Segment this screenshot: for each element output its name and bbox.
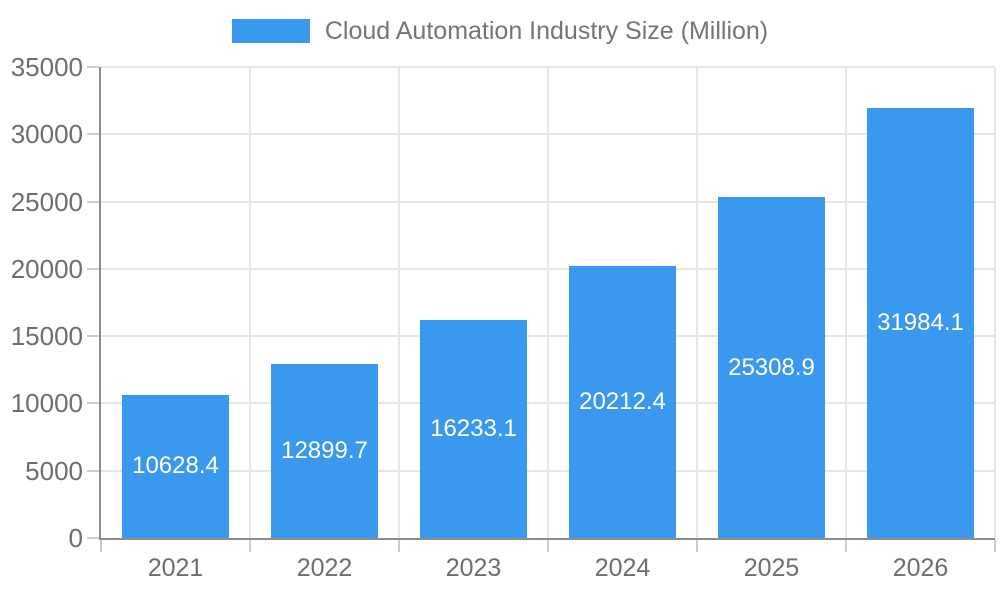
y-axis-tick — [87, 402, 99, 405]
y-gridline — [101, 267, 995, 270]
y-axis-tick — [87, 537, 99, 539]
y-axis-label: 0 — [68, 523, 83, 553]
bar-value-label: 16233.1 — [430, 414, 517, 442]
y-axis-label: 5000 — [25, 455, 83, 486]
x-axis-label-2024: 2024 — [594, 554, 651, 582]
x-axis-tick — [547, 540, 549, 552]
y-gridline — [101, 133, 995, 136]
x-axis-label-2023: 2023 — [445, 554, 502, 582]
x-axis-tick — [249, 540, 251, 552]
y-axis-tick — [87, 133, 99, 136]
y-gridline — [101, 402, 995, 405]
x-axis-tick — [398, 540, 400, 552]
bar-2022[interactable]: 12899.7 — [271, 364, 378, 538]
y-axis-tick — [87, 335, 99, 338]
y-gridline — [101, 200, 995, 203]
y-gridline — [101, 335, 995, 338]
y-axis-line — [99, 67, 101, 540]
bar-value-label: 12899.7 — [281, 437, 368, 465]
x-axis-label-2021: 2021 — [147, 554, 204, 582]
x-axis-tick — [696, 540, 698, 552]
y-axis-label: 30000 — [10, 119, 83, 150]
y-gridline — [101, 469, 995, 472]
bar-value-label: 10628.4 — [132, 452, 219, 480]
bar-2024[interactable]: 20212.4 — [569, 266, 676, 538]
bar-2026[interactable]: 31984.1 — [867, 107, 974, 538]
x-axis-line — [99, 538, 995, 540]
x-axis-tick — [100, 540, 102, 552]
y-axis-label: 10000 — [10, 388, 83, 419]
x-axis-tick — [994, 540, 996, 552]
x-gridline — [547, 67, 549, 538]
x-axis-label-2025: 2025 — [743, 554, 800, 582]
y-axis-tick — [87, 469, 99, 472]
bar-value-label: 31984.1 — [877, 308, 964, 336]
legend-label: Cloud Automation Industry Size (Million) — [324, 16, 769, 45]
x-gridline — [994, 67, 996, 538]
x-axis-label-2022: 2022 — [296, 554, 353, 582]
x-gridline — [398, 67, 400, 538]
legend[interactable]: Cloud Automation Industry Size (Million) — [0, 16, 1000, 46]
y-gridline — [101, 66, 995, 68]
y-axis-label: 15000 — [10, 321, 83, 352]
bar-2025[interactable]: 25308.9 — [718, 197, 825, 538]
x-axis-tick — [845, 540, 847, 552]
x-gridline — [845, 67, 847, 538]
x-gridline — [249, 67, 251, 538]
x-axis-label-2026: 2026 — [892, 554, 949, 582]
y-axis-label: 35000 — [10, 52, 83, 82]
bar-2021[interactable]: 10628.4 — [122, 394, 229, 538]
x-gridline — [696, 67, 698, 538]
y-axis-label: 20000 — [10, 253, 83, 284]
y-axis-label: 25000 — [10, 186, 83, 217]
y-axis-tick — [87, 200, 99, 203]
bar-2023[interactable]: 16233.1 — [420, 319, 527, 538]
plot-area: 2026 2025 2024 2023 2022 2021 35000 30000 25000 2… — [11, 52, 996, 582]
y-axis-tick — [87, 267, 99, 270]
bar-value-label: 25308.9 — [728, 353, 815, 381]
bar-value-label: 20212.4 — [579, 388, 666, 415]
legend-swatch — [231, 19, 310, 43]
y-axis-tick — [87, 66, 99, 68]
